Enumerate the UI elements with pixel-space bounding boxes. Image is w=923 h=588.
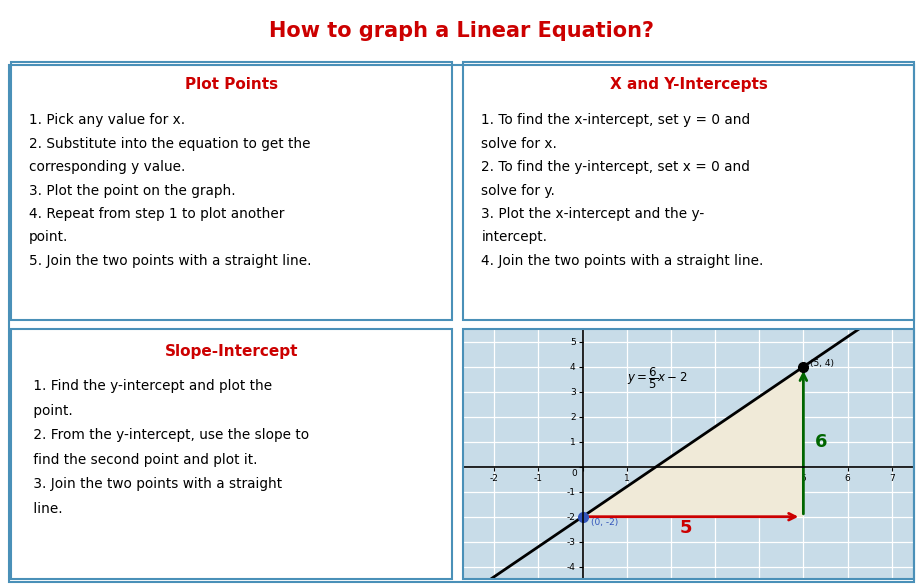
Text: 6: 6 (814, 433, 827, 451)
Text: $y = \dfrac{6}{5}x - 2$: $y = \dfrac{6}{5}x - 2$ (627, 365, 687, 391)
Text: 1. To find the x-intercept, set y = 0 and
solve for x.
2. To find the y-intercep: 1. To find the x-intercept, set y = 0 an… (482, 113, 763, 268)
Text: X and Y-Intercepts: X and Y-Intercepts (609, 77, 768, 92)
Text: 5: 5 (679, 519, 692, 537)
Text: 1. Pick any value for x.
2. Substitute into the equation to get the
correspondin: 1. Pick any value for x. 2. Substitute i… (29, 113, 311, 268)
Text: 0: 0 (571, 469, 578, 478)
Polygon shape (582, 367, 803, 517)
Text: (0, -2): (0, -2) (591, 519, 617, 527)
Text: Slope-Intercept: Slope-Intercept (165, 345, 298, 359)
Text: How to graph a Linear Equation?: How to graph a Linear Equation? (269, 21, 654, 41)
Text: (5, 4): (5, 4) (810, 359, 834, 368)
Text: 1. Find the y-intercept and plot the
 point.
 2. From the y-intercept, use the s: 1. Find the y-intercept and plot the poi… (29, 379, 309, 516)
Text: Plot Points: Plot Points (186, 77, 278, 92)
